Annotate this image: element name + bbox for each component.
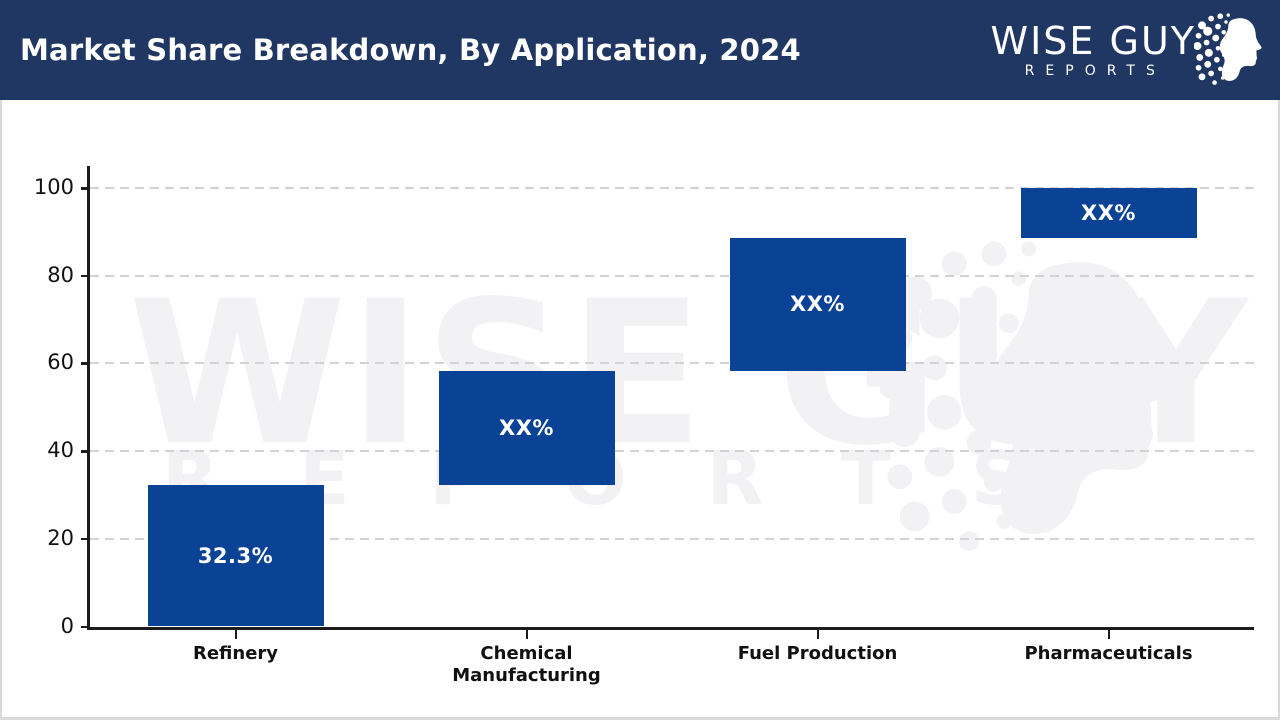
y-tick-label-20: 20 (47, 525, 74, 550)
gridline-80 (90, 274, 1254, 277)
bar-label: 32.3% (197, 543, 274, 568)
y-tick-mark-0 (81, 625, 90, 628)
y-axis-spine (87, 166, 90, 629)
y-tick-mark-100 (81, 187, 90, 190)
gridline-40 (90, 450, 1254, 453)
x-axis-label-text: Pharmaceuticals (1024, 642, 1193, 664)
bar-4: XX% (1020, 188, 1197, 238)
x-tick-mark-2 (525, 629, 528, 639)
header: Market Share Breakdown, By Application, … (0, 0, 1280, 100)
x-axis-label-text: Fuel Production (737, 642, 898, 664)
y-tick-mark-80 (81, 274, 90, 278)
gridline-60 (90, 362, 1254, 365)
y-tick-mark-20 (81, 537, 90, 541)
brand-wordmark-block: WISE GUY REPORTS (991, 22, 1196, 78)
brand-wordmark: WISE GUY (990, 19, 1196, 63)
x-axis-label: Chemical Manufacturing (417, 643, 637, 688)
y-tick-mark-40 (81, 450, 90, 453)
y-tick-label-40: 40 (47, 438, 74, 463)
page-title: Market Share Breakdown, By Application, … (20, 33, 801, 67)
wiseguy-head-icon (1194, 13, 1262, 85)
bar-3: XX% (729, 237, 906, 371)
y-tick-label-60: 60 (47, 350, 74, 375)
bar-label: XX% (790, 292, 845, 317)
x-tick-mark-3 (816, 629, 819, 639)
bar-label: XX% (1081, 200, 1136, 225)
brand-logo: WISE GUY REPORTS (991, 8, 1266, 92)
bar-1: 32.3% (147, 484, 324, 627)
y-tick-label-0: 0 (60, 613, 74, 638)
x-tick-mark-4 (1107, 629, 1110, 639)
y-tick-label-100: 100 (33, 175, 74, 199)
x-tick-mark-1 (234, 629, 237, 639)
x-axis-spine (87, 626, 1254, 630)
brand-reports-label: REPORTS (1024, 63, 1166, 79)
x-axis-label: Pharmaceuticals (999, 643, 1219, 666)
bar-2: XX% (438, 370, 615, 485)
x-axis-label-text: Chemical Manufacturing (452, 642, 601, 687)
y-tick-mark-60 (81, 362, 90, 365)
gridline-20 (90, 537, 1254, 540)
x-axis-label-text: Refinery (192, 642, 279, 664)
y-tick-label-80: 80 (47, 262, 74, 287)
bar-label: XX% (499, 415, 554, 440)
chart-area: WISE GUY REPORTS 0 20 40 60 80 100 32.3% Refine… (0, 100, 1280, 720)
x-axis-label: Fuel Production (708, 643, 928, 666)
gridline-100 (90, 187, 1254, 189)
x-axis-label: Refinery (126, 643, 346, 666)
